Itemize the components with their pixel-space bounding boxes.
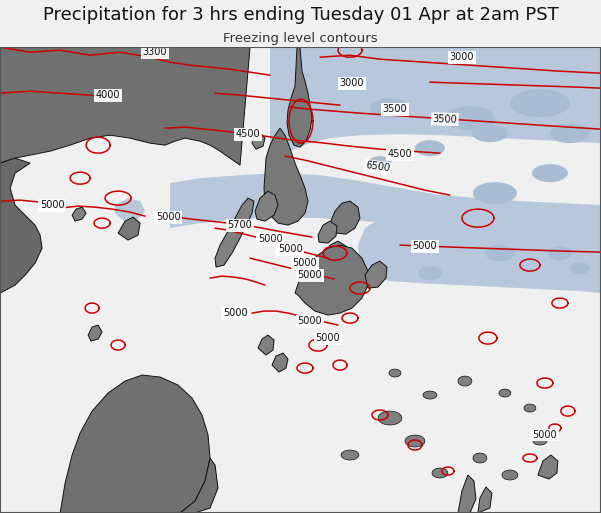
Polygon shape: [215, 198, 254, 267]
Polygon shape: [499, 389, 511, 397]
Polygon shape: [533, 437, 547, 445]
Polygon shape: [458, 376, 472, 386]
Text: 5000: 5000: [223, 308, 248, 318]
Polygon shape: [415, 140, 445, 156]
Text: 3500: 3500: [433, 114, 457, 125]
Polygon shape: [472, 124, 508, 142]
Text: 5000: 5000: [413, 241, 438, 251]
Polygon shape: [458, 475, 476, 513]
Polygon shape: [432, 468, 448, 478]
Text: 3300: 3300: [143, 47, 167, 57]
Text: 3000: 3000: [340, 78, 364, 88]
Polygon shape: [473, 453, 487, 463]
Polygon shape: [0, 158, 42, 293]
Text: Freezing level contours: Freezing level contours: [223, 32, 378, 45]
Text: 5000: 5000: [258, 234, 282, 244]
Polygon shape: [478, 487, 492, 513]
Polygon shape: [389, 369, 401, 377]
Text: 4500: 4500: [388, 149, 412, 159]
Polygon shape: [370, 98, 410, 118]
Polygon shape: [318, 221, 337, 243]
Text: 5700: 5700: [228, 220, 252, 230]
Polygon shape: [538, 455, 558, 479]
Polygon shape: [287, 47, 312, 147]
Polygon shape: [170, 173, 601, 233]
Polygon shape: [485, 245, 515, 261]
Polygon shape: [0, 47, 250, 165]
Polygon shape: [418, 266, 442, 280]
Polygon shape: [510, 89, 570, 117]
Polygon shape: [365, 261, 387, 288]
Polygon shape: [180, 458, 218, 513]
Polygon shape: [295, 245, 368, 315]
Polygon shape: [330, 201, 360, 234]
Text: 5000: 5000: [316, 333, 340, 343]
Polygon shape: [270, 47, 601, 158]
Polygon shape: [423, 391, 437, 399]
Text: 5000: 5000: [293, 258, 317, 268]
Text: 3000: 3000: [450, 52, 474, 62]
Text: 4000: 4000: [96, 90, 120, 100]
Text: 5000: 5000: [156, 212, 180, 222]
Polygon shape: [524, 404, 536, 412]
Polygon shape: [252, 132, 265, 149]
Polygon shape: [115, 198, 145, 221]
Polygon shape: [378, 411, 402, 425]
Text: 5000: 5000: [532, 430, 557, 440]
Polygon shape: [272, 353, 288, 372]
Polygon shape: [532, 164, 568, 182]
Polygon shape: [255, 191, 278, 221]
Polygon shape: [570, 262, 590, 274]
Text: Precipitation for 3 hrs ending Tuesday 01 Apr at 2am PST: Precipitation for 3 hrs ending Tuesday 0…: [43, 6, 558, 24]
Polygon shape: [258, 335, 274, 355]
Polygon shape: [368, 156, 392, 170]
Polygon shape: [548, 246, 572, 260]
Polygon shape: [405, 435, 425, 447]
Text: 5000: 5000: [40, 200, 64, 210]
Text: 5000: 5000: [297, 270, 322, 280]
Polygon shape: [118, 217, 140, 240]
Polygon shape: [72, 207, 86, 221]
Text: 4500: 4500: [236, 129, 260, 139]
Text: 5000: 5000: [297, 316, 322, 326]
Polygon shape: [264, 128, 308, 225]
Polygon shape: [473, 182, 517, 204]
Polygon shape: [502, 470, 518, 480]
Text: 3500: 3500: [383, 104, 407, 114]
Polygon shape: [445, 106, 495, 130]
Polygon shape: [550, 123, 590, 143]
Polygon shape: [341, 450, 359, 460]
Polygon shape: [88, 325, 102, 341]
Polygon shape: [325, 241, 347, 265]
Polygon shape: [60, 375, 210, 513]
Polygon shape: [220, 195, 250, 219]
Polygon shape: [358, 203, 601, 293]
Text: 5000: 5000: [278, 244, 302, 254]
Text: 6500: 6500: [365, 161, 391, 174]
